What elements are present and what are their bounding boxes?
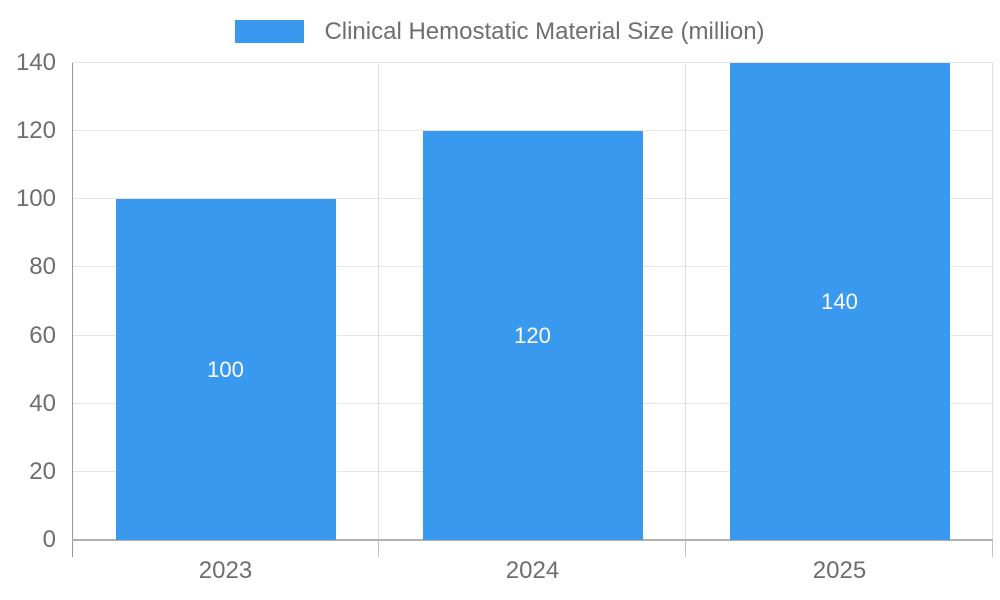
bar[interactable] <box>729 63 950 540</box>
x-axis-category-label: 2024 <box>505 557 560 584</box>
x-axis-tick <box>378 540 379 557</box>
gridline-vertical <box>685 63 686 540</box>
bar-value-label: 140 <box>821 288 858 314</box>
y-axis-line <box>72 63 73 557</box>
y-axis-tick-label: 60 <box>29 321 56 349</box>
y-axis-tick-label: 0 <box>42 526 56 553</box>
legend-swatch <box>235 20 305 43</box>
y-axis-tick-label: 40 <box>29 389 56 417</box>
gridline-horizontal <box>72 62 993 63</box>
y-axis-tick-label: 120 <box>15 117 56 145</box>
legend[interactable]: Clinical Hemostatic Material Size (milli… <box>0 0 1000 63</box>
bar-value-label: 100 <box>207 356 244 382</box>
y-axis-tick-label: 140 <box>15 49 56 76</box>
gridline-vertical <box>992 63 993 540</box>
y-axis-tick-label: 80 <box>29 253 56 281</box>
x-axis-line <box>72 539 993 541</box>
y-axis-tick-label: 100 <box>15 185 56 213</box>
y-axis-tick-label: 20 <box>29 457 56 485</box>
x-axis-tick <box>992 540 993 557</box>
legend-label: Clinical Hemostatic Material Size (milli… <box>324 17 765 45</box>
x-axis-category-label: 2023 <box>198 557 253 584</box>
bar-value-label: 120 <box>514 322 551 348</box>
x-axis-category-label: 2025 <box>812 557 867 584</box>
bar[interactable] <box>422 131 643 540</box>
bar[interactable] <box>115 199 336 540</box>
gridline-horizontal <box>72 130 993 132</box>
x-axis-tick <box>685 540 686 557</box>
gridline-vertical <box>378 63 379 540</box>
